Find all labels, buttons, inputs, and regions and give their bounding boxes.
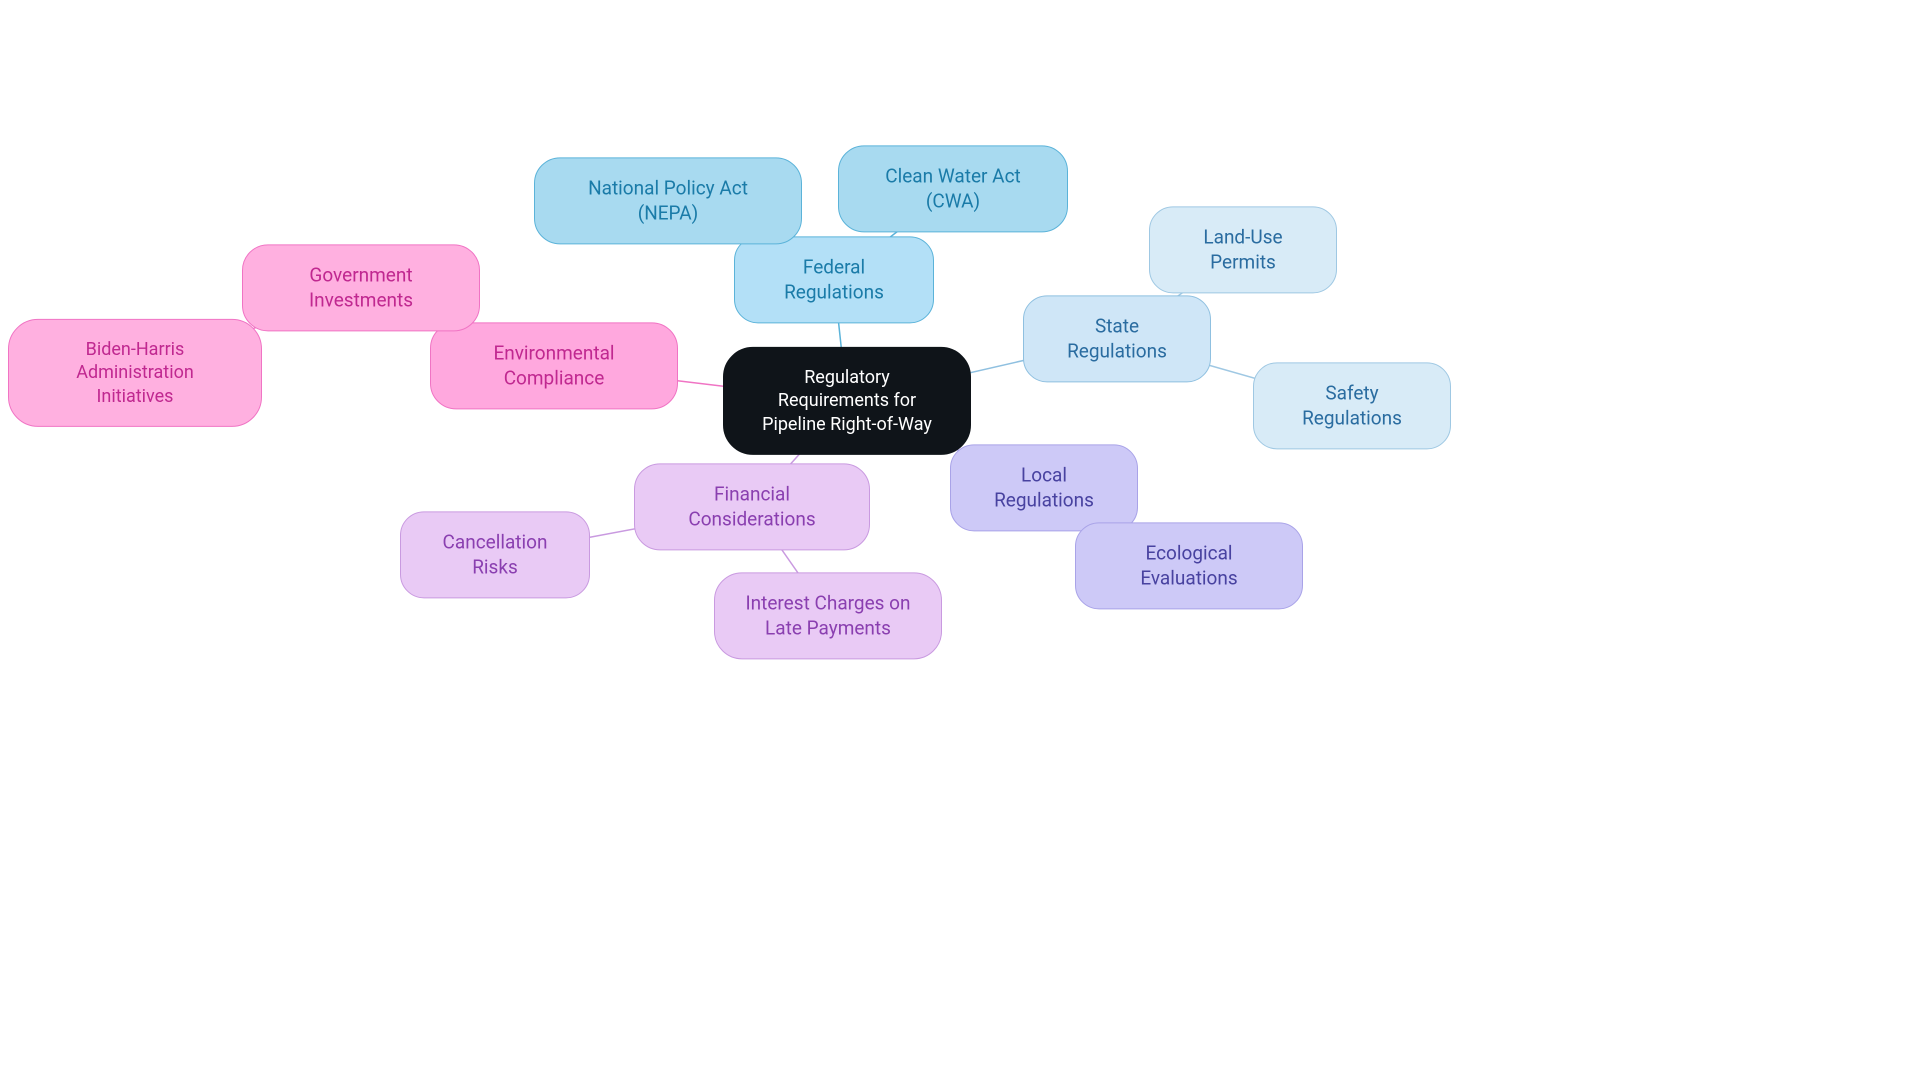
node-interest[interactable]: Interest Charges on Late Payments — [714, 572, 942, 659]
node-local[interactable]: Local Regulations — [950, 444, 1138, 531]
node-env[interactable]: Environmental Compliance — [430, 322, 678, 409]
node-state[interactable]: State Regulations — [1023, 295, 1211, 382]
node-safety[interactable]: Safety Regulations — [1253, 362, 1451, 449]
node-nepa[interactable]: National Policy Act (NEPA) — [534, 157, 802, 244]
node-govinv[interactable]: Government Investments — [242, 244, 480, 331]
node-landuse[interactable]: Land-Use Permits — [1149, 206, 1337, 293]
node-root[interactable]: Regulatory Requirements for Pipeline Rig… — [723, 347, 971, 455]
node-cwa[interactable]: Clean Water Act (CWA) — [838, 145, 1068, 232]
node-federal[interactable]: Federal Regulations — [734, 236, 934, 323]
node-cancel[interactable]: Cancellation Risks — [400, 511, 590, 598]
node-biden[interactable]: Biden-Harris Administration Initiatives — [8, 319, 262, 427]
node-eco[interactable]: Ecological Evaluations — [1075, 522, 1303, 609]
node-financial[interactable]: Financial Considerations — [634, 463, 870, 550]
